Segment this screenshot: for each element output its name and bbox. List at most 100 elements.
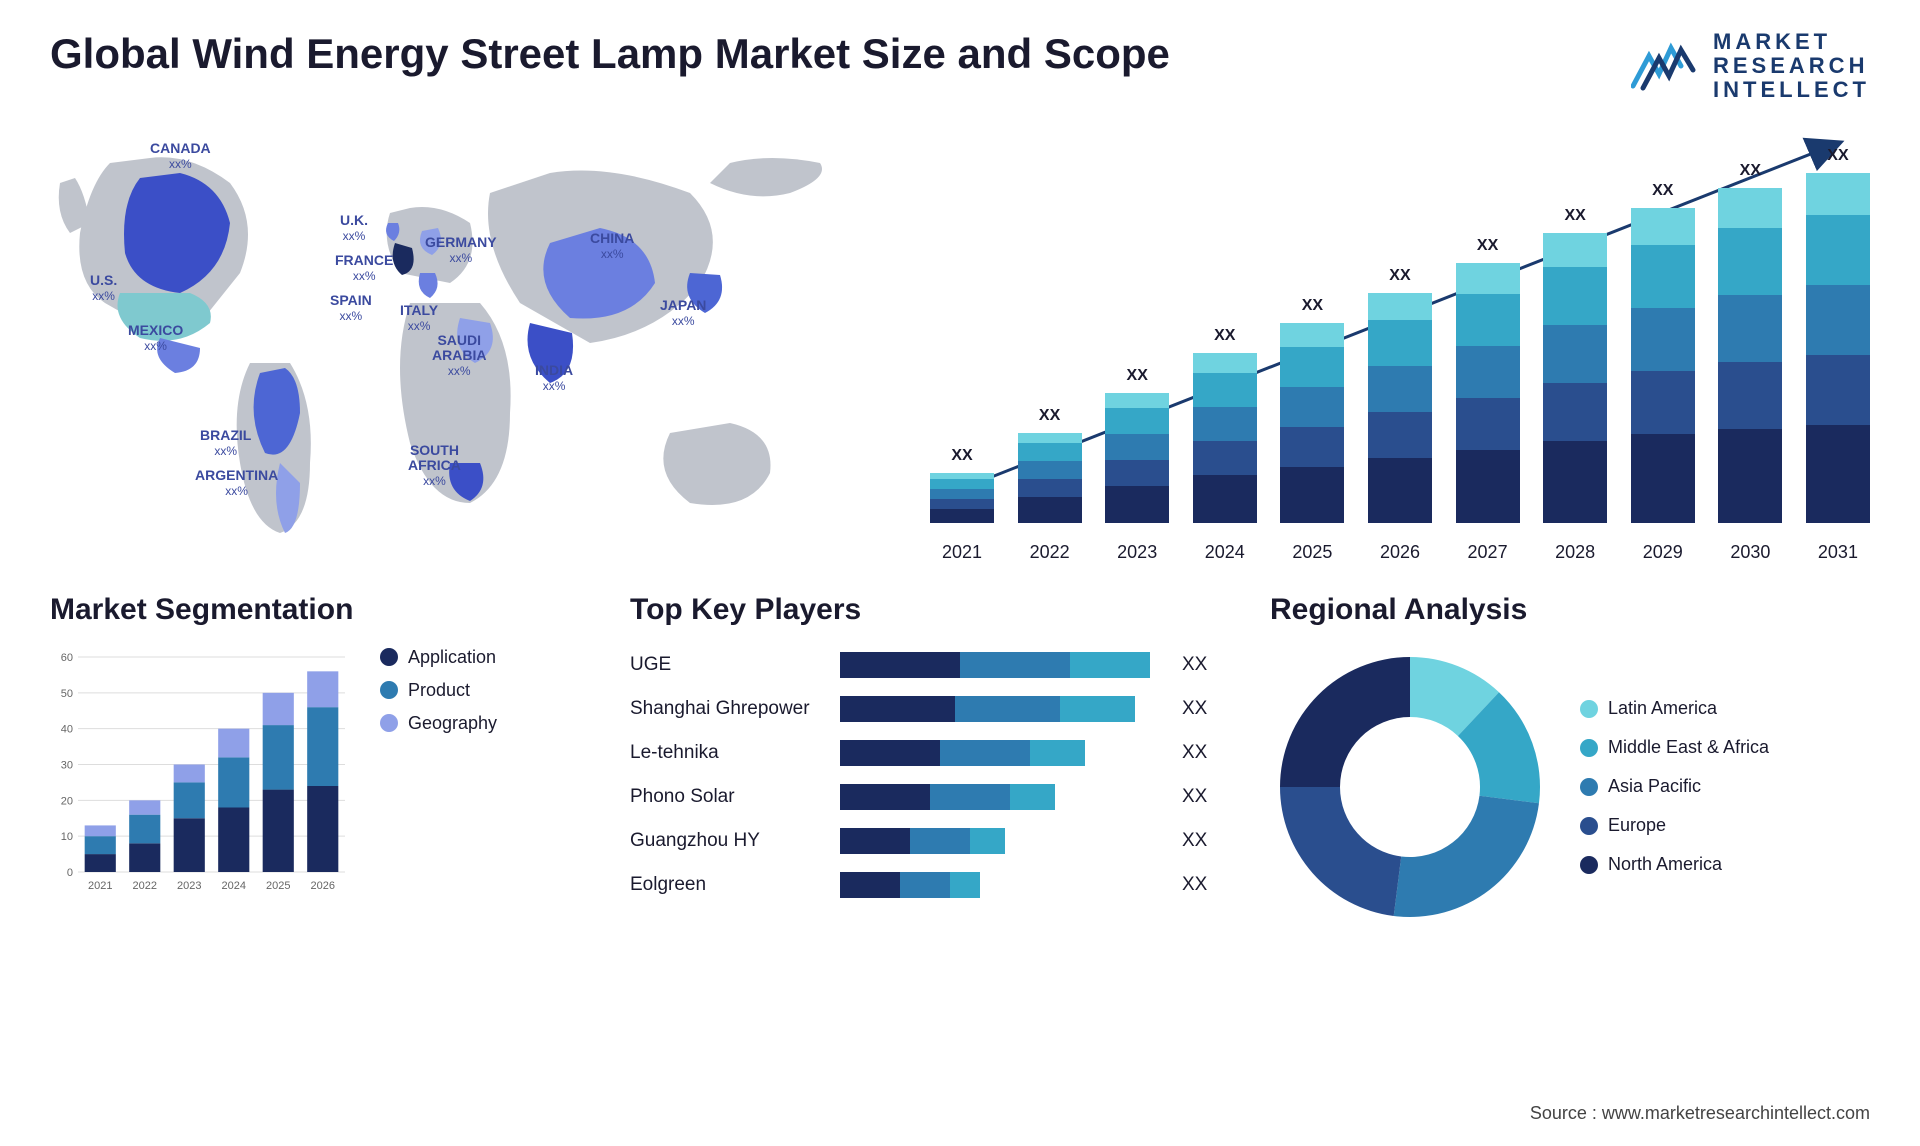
map-label: JAPANxx% bbox=[660, 298, 706, 329]
player-name: Eolgreen bbox=[630, 874, 840, 896]
growth-bar: XX bbox=[1018, 433, 1082, 523]
segmentation-title: Market Segmentation bbox=[50, 593, 590, 627]
player-bar-segment bbox=[840, 696, 955, 722]
regional-section: Regional Analysis Latin America Middle Ea… bbox=[1270, 593, 1870, 927]
bar-segment bbox=[1718, 429, 1782, 523]
bar-segment bbox=[1105, 434, 1169, 460]
player-bar-segment bbox=[840, 652, 960, 678]
player-value: XX bbox=[1182, 742, 1207, 764]
player-bar-segment bbox=[1010, 784, 1055, 810]
logo-icon bbox=[1631, 36, 1701, 96]
bar-top-label: XX bbox=[1564, 207, 1585, 225]
legend-label: Latin America bbox=[1608, 698, 1717, 719]
regional-title: Regional Analysis bbox=[1270, 593, 1870, 627]
bar-segment bbox=[1105, 408, 1169, 434]
bar-top-label: XX bbox=[1477, 237, 1498, 255]
bar-segment bbox=[1018, 433, 1082, 444]
bar-segment bbox=[1631, 208, 1695, 246]
xaxis-year: 2024 bbox=[1193, 542, 1257, 563]
segmentation-legend: Application Product Geography bbox=[380, 647, 497, 897]
legend-swatch bbox=[380, 681, 398, 699]
legend-item: North America bbox=[1580, 854, 1769, 875]
player-name: Phono Solar bbox=[630, 786, 840, 808]
player-row: Guangzhou HYXX bbox=[630, 823, 1230, 859]
bar-top-label: XX bbox=[1214, 327, 1235, 345]
svg-text:2025: 2025 bbox=[266, 880, 290, 892]
player-value: XX bbox=[1182, 874, 1207, 896]
bar-segment bbox=[1105, 486, 1169, 522]
legend-swatch bbox=[380, 714, 398, 732]
svg-text:2022: 2022 bbox=[133, 880, 157, 892]
player-bar-segment bbox=[960, 652, 1070, 678]
page-title: Global Wind Energy Street Lamp Market Si… bbox=[50, 30, 1170, 78]
player-row: Shanghai GhrepowerXX bbox=[630, 691, 1230, 727]
legend-item: Latin America bbox=[1580, 698, 1769, 719]
players-section: Top Key Players UGEXXShanghai GhrepowerX… bbox=[630, 593, 1230, 927]
bar-segment bbox=[1456, 450, 1520, 523]
bar-segment bbox=[1280, 347, 1344, 387]
player-bar-segment bbox=[940, 740, 1030, 766]
bar-segment bbox=[1018, 443, 1082, 461]
regional-legend: Latin AmericaMiddle East & AfricaAsia Pa… bbox=[1580, 698, 1769, 875]
bar-top-label: XX bbox=[1827, 147, 1848, 165]
bar-segment bbox=[1280, 467, 1344, 523]
bar-segment bbox=[1806, 173, 1870, 215]
map-label: CHINAxx% bbox=[590, 231, 634, 262]
legend-label: Application bbox=[408, 647, 496, 668]
regional-donut-chart bbox=[1270, 647, 1550, 927]
svg-text:0: 0 bbox=[67, 867, 73, 879]
svg-text:40: 40 bbox=[61, 723, 73, 735]
legend-label: Europe bbox=[1608, 815, 1666, 836]
bar-segment bbox=[1456, 398, 1520, 450]
map-label: SOUTHAFRICAxx% bbox=[408, 443, 461, 489]
bar-top-label: XX bbox=[951, 447, 972, 465]
map-label: ITALYxx% bbox=[400, 303, 438, 334]
bar-segment bbox=[1193, 373, 1257, 407]
map-label: FRANCExx% bbox=[335, 253, 393, 284]
bar-segment bbox=[1456, 263, 1520, 294]
legend-item: Geography bbox=[380, 713, 497, 734]
xaxis-year: 2030 bbox=[1718, 542, 1782, 563]
bar-segment bbox=[930, 489, 994, 499]
bar-segment bbox=[1806, 425, 1870, 523]
map-label: SPAINxx% bbox=[330, 293, 372, 324]
bar-segment bbox=[1280, 387, 1344, 427]
player-name: Shanghai Ghrepower bbox=[630, 698, 840, 720]
bar-segment bbox=[1806, 355, 1870, 425]
svg-text:2023: 2023 bbox=[177, 880, 201, 892]
xaxis-year: 2021 bbox=[930, 542, 994, 563]
bar-segment bbox=[930, 509, 994, 523]
bar-segment bbox=[1631, 308, 1695, 371]
xaxis-year: 2026 bbox=[1368, 542, 1432, 563]
bar-segment bbox=[1543, 233, 1607, 268]
player-name: Guangzhou HY bbox=[630, 830, 840, 852]
bar-segment bbox=[1806, 215, 1870, 285]
player-bar-segment bbox=[910, 828, 970, 854]
legend-label: Middle East & Africa bbox=[1608, 737, 1769, 758]
xaxis-year: 2031 bbox=[1806, 542, 1870, 563]
bar-segment bbox=[1718, 228, 1782, 295]
bar-segment bbox=[1543, 267, 1607, 325]
logo-line3: INTELLECT bbox=[1713, 78, 1870, 102]
player-bar bbox=[840, 652, 1170, 678]
legend-swatch bbox=[380, 648, 398, 666]
growth-bar: XX bbox=[1806, 173, 1870, 523]
xaxis-year: 2023 bbox=[1105, 542, 1169, 563]
growth-bar: XX bbox=[1543, 233, 1607, 523]
logo-line2: RESEARCH bbox=[1713, 54, 1870, 78]
map-label: ARGENTINAxx% bbox=[195, 468, 278, 499]
player-bar-segment bbox=[955, 696, 1060, 722]
bar-segment bbox=[1105, 393, 1169, 409]
source-text: Source : www.marketresearchintellect.com bbox=[1530, 1103, 1870, 1124]
player-bar bbox=[840, 784, 1170, 810]
legend-swatch bbox=[1580, 700, 1598, 718]
bar-segment bbox=[1631, 434, 1695, 522]
bar-segment bbox=[1193, 353, 1257, 373]
legend-swatch bbox=[1580, 739, 1598, 757]
bar-segment bbox=[1193, 407, 1257, 441]
bar-segment bbox=[1631, 371, 1695, 434]
legend-item: Application bbox=[380, 647, 497, 668]
legend-item: Product bbox=[380, 680, 497, 701]
player-bar-segment bbox=[1060, 696, 1135, 722]
bar-top-label: XX bbox=[1039, 407, 1060, 425]
